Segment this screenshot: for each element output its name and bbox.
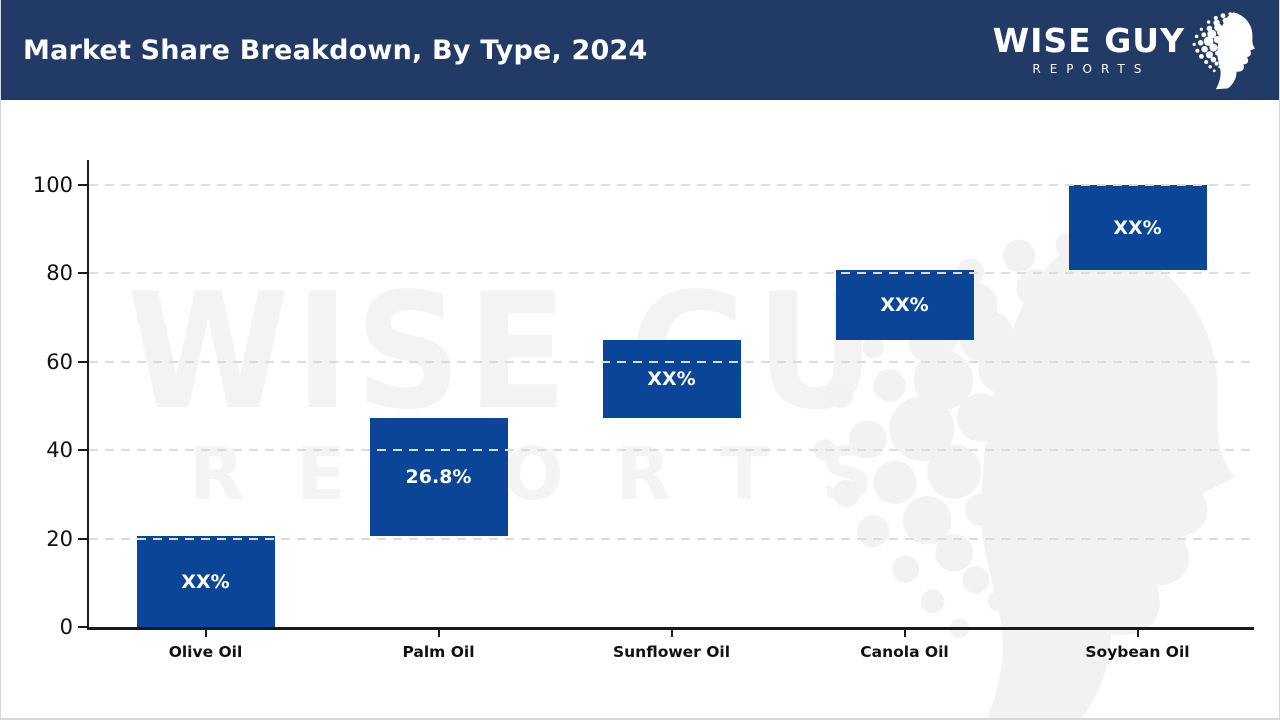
x-tick-5 [1136, 630, 1139, 637]
brand-name: WISE GUY [992, 21, 1185, 60]
chart-canvas: WISE GUY REPORTS XX% 26.8% XX% XX% XX% 0 20 40 6… [1, 100, 1279, 718]
x-tick-3 [670, 630, 673, 637]
y-tick-40 [78, 449, 87, 452]
y-tick-label-80: 80 [46, 261, 73, 286]
y-tick-20 [78, 537, 87, 540]
gridline-40 [89, 449, 1254, 452]
brand-face-icon [1187, 8, 1259, 92]
bar-value-label: 26.8% [405, 466, 472, 489]
gridline-60 [89, 360, 1254, 363]
x-category-label: Soybean Oil [1085, 643, 1190, 661]
bar-value-label: XX% [880, 293, 929, 316]
x-category-label: Olive Oil [168, 643, 243, 661]
y-tick-label-60: 60 [46, 349, 73, 374]
y-axis-line [87, 160, 89, 630]
brand-tagline: REPORTS [1032, 62, 1151, 76]
gridline-100 [89, 184, 1254, 186]
bar-palm-oil [369, 417, 508, 537]
bar-soybean-oil [1068, 185, 1207, 271]
brand-logo: WISE GUY REPORTS [993, 8, 1259, 92]
gridline-20 [89, 537, 1254, 540]
bar-value-label: XX% [181, 570, 230, 593]
x-tick-4 [903, 630, 906, 637]
gridline-80 [89, 272, 1254, 275]
x-category-label: Canola Oil [860, 643, 949, 661]
brand-logo-text: WISE GUY REPORTS [993, 24, 1185, 76]
x-tick-1 [204, 630, 207, 637]
x-axis-line [87, 627, 1254, 630]
bar-sunflower-oil [602, 339, 741, 418]
bar-olive-oil [136, 536, 275, 627]
y-tick-label-20: 20 [46, 526, 73, 551]
y-tick-label-40: 40 [46, 438, 73, 463]
plot-area: XX% 26.8% XX% XX% XX% 0 20 40 60 80 100 Olive Oil Pa… [1, 100, 1279, 718]
chart-title: Market Share Breakdown, By Type, 2024 [23, 34, 648, 66]
header-bar: Market Share Breakdown, By Type, 2024 WI… [1, 0, 1279, 100]
y-tick-100 [78, 184, 87, 186]
x-category-label: Palm Oil [402, 643, 475, 661]
y-tick-80 [78, 272, 87, 275]
bar-canola-oil [835, 270, 974, 340]
bar-value-label: XX% [647, 367, 696, 390]
y-tick-label-0: 0 [59, 615, 73, 639]
y-tick-0 [78, 626, 87, 628]
y-tick-label-100: 100 [32, 173, 73, 197]
y-tick-60 [78, 360, 87, 363]
x-tick-2 [437, 630, 440, 637]
bar-value-label: XX% [1113, 216, 1162, 239]
x-category-label: Sunflower Oil [612, 643, 731, 661]
